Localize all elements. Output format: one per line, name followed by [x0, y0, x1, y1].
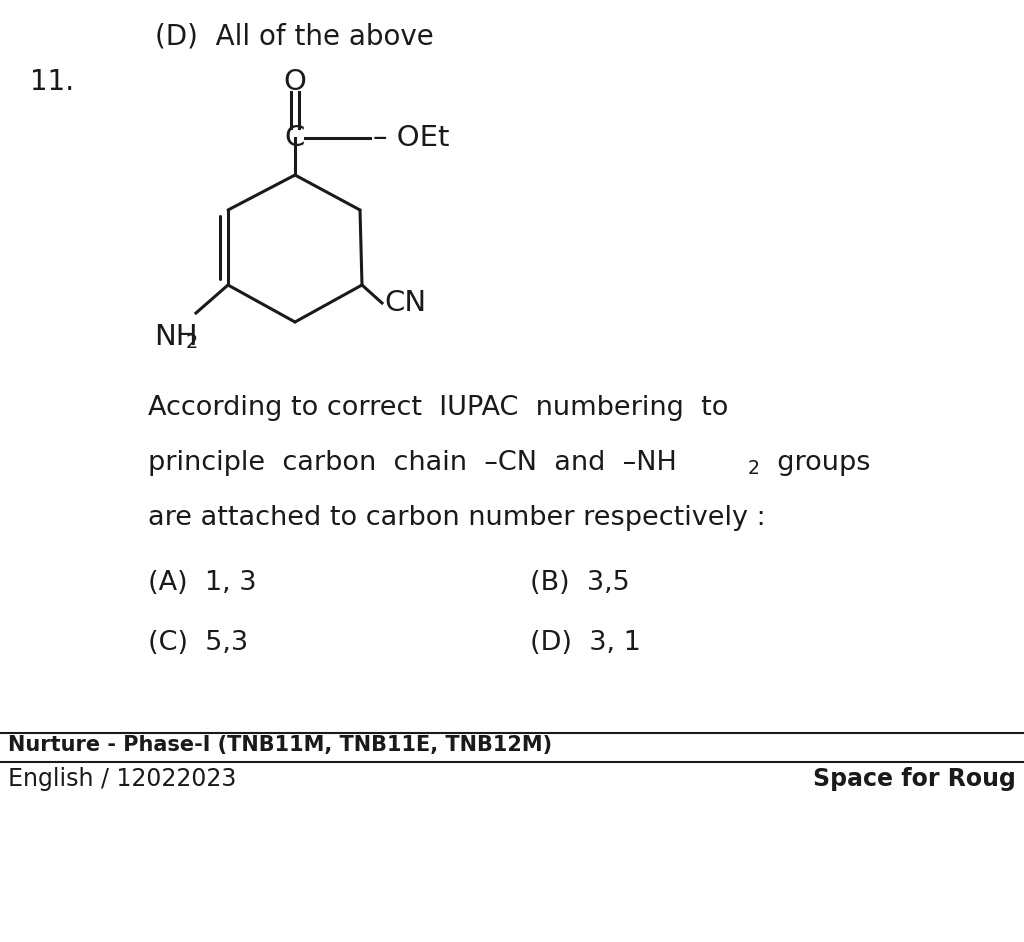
Text: are attached to carbon number respectively :: are attached to carbon number respective… — [148, 505, 766, 531]
Text: O: O — [284, 68, 306, 96]
Text: (D)  All of the above: (D) All of the above — [155, 22, 434, 50]
Text: English / 12022023: English / 12022023 — [8, 767, 237, 791]
Text: 11.: 11. — [30, 68, 74, 96]
Text: 2: 2 — [748, 459, 760, 478]
Text: (C)  5,3: (C) 5,3 — [148, 630, 248, 656]
Text: According to correct  IUPAC  numbering  to: According to correct IUPAC numbering to — [148, 395, 728, 421]
Text: C: C — [285, 124, 305, 152]
Text: (B)  3,5: (B) 3,5 — [530, 570, 630, 596]
Text: (D)  3, 1: (D) 3, 1 — [530, 630, 641, 656]
Text: CN: CN — [384, 289, 426, 317]
Text: principle  carbon  chain  –CN  and  –NH: principle carbon chain –CN and –NH — [148, 450, 677, 476]
Text: – OEt: – OEt — [373, 124, 450, 152]
Text: NH: NH — [154, 323, 198, 351]
Text: groups: groups — [760, 450, 870, 476]
Text: Nurture - Phase-I (TNB11M, TNB11E, TNB12M): Nurture - Phase-I (TNB11M, TNB11E, TNB12… — [8, 735, 552, 755]
Text: (A)  1, 3: (A) 1, 3 — [148, 570, 256, 596]
Text: Space for Roug: Space for Roug — [813, 767, 1016, 791]
Text: 2: 2 — [186, 333, 199, 352]
